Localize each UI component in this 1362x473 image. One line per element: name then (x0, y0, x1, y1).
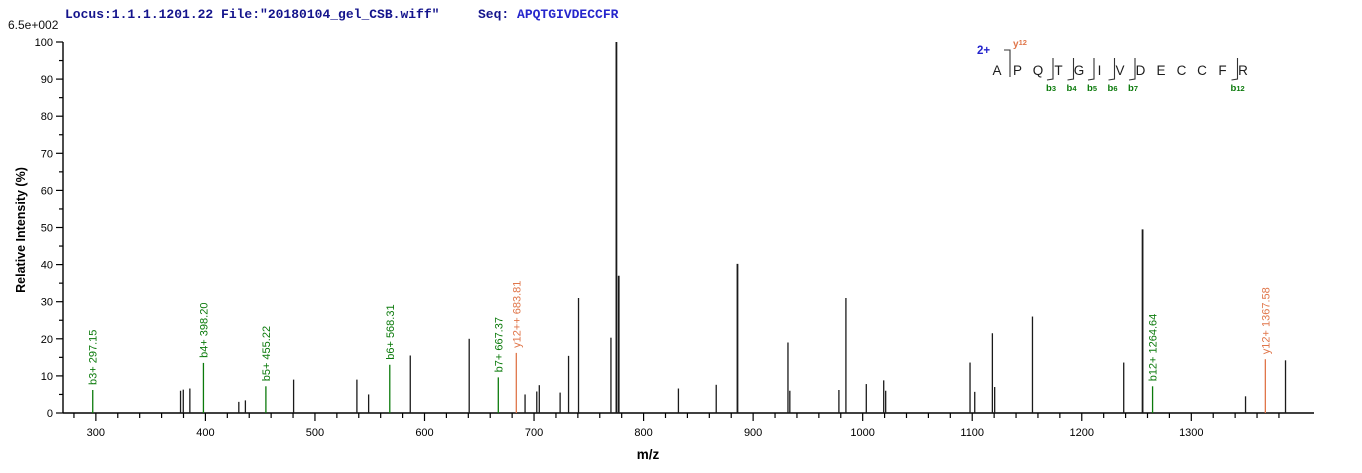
peaks: b3+ 297.15 b4+ 398.20 b5+ 455.22 b6+ 568.31… (88, 42, 1287, 413)
y-axis-title: Relative Intensity (%) (14, 167, 28, 293)
x-axis-title: m/z (637, 447, 660, 462)
y-tick-label: 0 (47, 408, 53, 420)
b-ion-label: b7 (1128, 83, 1138, 94)
residue-letter: A (992, 63, 1001, 78)
residue-letter: P (1013, 63, 1022, 78)
x-tick-label: 900 (744, 427, 762, 439)
y-ion-bracket (1004, 49, 1011, 77)
x-tick-label: 700 (525, 427, 543, 439)
residue-letter: T (1054, 63, 1062, 78)
peak-label: b12+ 1264.64 (1148, 314, 1160, 382)
sequence-header: Seq: APQTGIVDECCFR (478, 7, 618, 22)
residue-letter: V (1115, 63, 1124, 78)
residue-letter: R (1238, 63, 1248, 78)
y-tick-label: 90 (41, 74, 53, 86)
y-tick-label: 100 (35, 37, 53, 49)
y-tick-label: 50 (41, 223, 53, 235)
residue-letter: G (1074, 63, 1085, 78)
y-tick-label: 10 (41, 371, 53, 383)
x-tick-label: 500 (306, 427, 324, 439)
y-tick-label: 60 (41, 185, 53, 197)
y-tick-label: 40 (41, 260, 53, 272)
residue-letter: Q (1033, 63, 1044, 78)
b-ion-bracket (1108, 58, 1116, 81)
peak-label: y12++ 683.81 (511, 281, 523, 348)
x-tick-label: 1200 (1070, 427, 1094, 439)
b-ion-label: b4 (1067, 83, 1078, 94)
b-ion-bracket (1231, 58, 1239, 81)
x-tick-label: 300 (87, 427, 105, 439)
b-ion-label: b6 (1108, 83, 1118, 94)
b-ion-label: b3 (1046, 83, 1056, 94)
peak-label: b5+ 455.22 (261, 326, 273, 381)
axes: 0 10 20 30 40 50 60 70 80 90 100 300 400 500 600 700 800… (14, 37, 1314, 462)
x-tick-label: 600 (415, 427, 433, 439)
y-tick-label: 70 (41, 148, 53, 160)
b-ion-label: b5 (1087, 83, 1097, 94)
b-ion-bracket (1046, 58, 1054, 81)
residue-letter: E (1156, 63, 1165, 78)
locus-file-label: Locus:1.1.1.1201.22 File:"20180104_gel_C… (65, 7, 440, 22)
residue-letter: C (1197, 63, 1207, 78)
residue-letter: I (1098, 63, 1102, 78)
peak-label: b4+ 398.20 (198, 303, 210, 358)
x-tick-label: 1300 (1179, 427, 1203, 439)
y-tick-label: 80 (41, 111, 53, 123)
peak-label: y12+ 1367.58 (1260, 287, 1272, 354)
peak-label: b3+ 297.15 (88, 330, 100, 385)
residue-letter: D (1136, 63, 1146, 78)
seq-value: APQTGIVDECCFR (517, 7, 619, 22)
residue-letter: F (1218, 63, 1226, 78)
y-tick-label: 30 (41, 297, 53, 309)
peak-label: b6+ 568.31 (385, 304, 397, 359)
peak-label: b7+ 667.37 (493, 317, 505, 372)
y-ion-label: y12 (1013, 38, 1027, 50)
intensity-scale-label: 6.5e+002 (8, 18, 59, 32)
seq-label: Seq: (478, 7, 518, 22)
b-ion-bracket (1067, 58, 1075, 81)
precursor-charge-label: 2+ (977, 45, 990, 57)
x-tick-label: 800 (634, 427, 652, 439)
x-tick-label: 400 (196, 427, 214, 439)
b-ion-bracket (1128, 58, 1136, 81)
x-tick-label: 1000 (850, 427, 874, 439)
b-ion-label: b12 (1231, 83, 1245, 94)
b-ion-bracket (1087, 58, 1095, 81)
residue-letter: C (1177, 63, 1187, 78)
x-tick-label: 1100 (960, 427, 984, 439)
y-tick-label: 20 (41, 334, 53, 346)
